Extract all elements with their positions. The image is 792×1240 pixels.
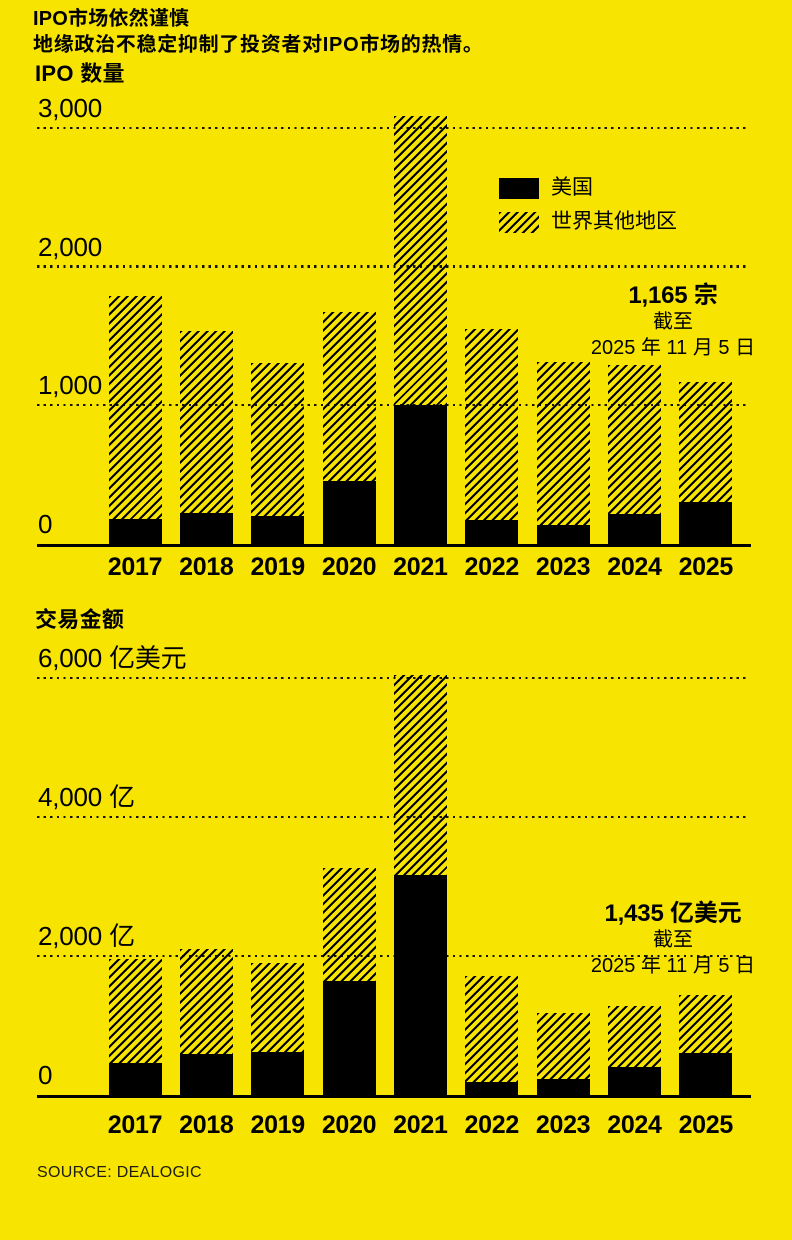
bar-2018-world	[179, 331, 233, 514]
bar-2017-us	[108, 519, 162, 544]
xtick-label-2020: 2020	[321, 553, 377, 581]
ytick-label-3000: 3,000	[38, 92, 103, 123]
legend-label-world: 世界其他地区	[551, 210, 677, 233]
source-credit: SOURCE: DEALOGIC	[37, 1164, 202, 1181]
bar-2025-world	[679, 995, 733, 1054]
ytick-label-6000: 6,000 亿美元	[38, 643, 187, 673]
gridline-2000	[37, 954, 750, 958]
annotation-ipo-count-asof: 截至	[653, 311, 693, 333]
xtick-label-2018: 2018	[179, 553, 234, 581]
ytick-label-0: 0	[38, 1060, 53, 1090]
xtick-label-2022: 2022	[464, 1111, 520, 1139]
ytick-label-1000: 1,000	[38, 370, 103, 401]
xtick-label-2024: 2024	[607, 553, 662, 581]
annotation-ipo-count: 1,165 宗 截至 2025 年 11 月 5 日	[513, 283, 792, 361]
bar-2022-us	[465, 520, 519, 544]
legend-swatch-us-solid	[499, 177, 539, 199]
bar-2023-us	[536, 525, 590, 544]
chart1-title: IPO 数量	[35, 61, 125, 86]
bar-2024-world	[607, 1005, 661, 1068]
xtick-label-2025: 2025	[678, 553, 734, 581]
bar-2018-us	[179, 513, 233, 544]
bar-2022-us	[465, 1082, 519, 1095]
legend: 美国 世界其他地区	[499, 177, 677, 233]
xtick-label-2019: 2019	[250, 1111, 305, 1139]
bar-2017-us	[108, 1063, 162, 1095]
bar-2020-world	[322, 312, 376, 481]
xtick-label-2024: 2024	[607, 1111, 662, 1139]
bar-2023-world	[536, 362, 590, 526]
bar-2018-us	[179, 1053, 233, 1095]
bar-2019-world	[251, 962, 305, 1052]
bar-2020-world	[322, 868, 376, 981]
bar-2025-us	[679, 502, 733, 544]
bar-2024-us	[607, 514, 661, 544]
annotation-deal-value-date: 2025 年 11 月 5 日	[590, 955, 756, 977]
bar-2022-world	[465, 975, 519, 1083]
chart2-title: 交易金额	[35, 607, 125, 632]
x-axis-line	[37, 544, 751, 547]
gridline-4000	[37, 815, 750, 819]
bar-2023-us	[536, 1079, 590, 1095]
gridline-2000	[37, 265, 750, 268]
xtick-label-2020: 2020	[321, 1111, 377, 1139]
bar-2024-world	[607, 365, 661, 515]
xtick-label-2017: 2017	[107, 1111, 163, 1139]
bar-2021-world	[393, 115, 447, 405]
bar-2019-world	[251, 362, 305, 516]
bar-2017-world	[108, 958, 162, 1064]
xtick-label-2018: 2018	[179, 1111, 234, 1139]
x-axis-line	[37, 1095, 751, 1098]
bar-2017-world	[108, 295, 162, 519]
annotation-deal-value: 1,435 亿美元 截至 2025 年 11 月 5 日	[513, 901, 792, 979]
legend-swatch-world-hatch	[499, 211, 539, 233]
bar-2025-us	[679, 1053, 733, 1095]
bar-2020-us	[322, 480, 376, 544]
legend-label-us: 美国	[551, 176, 593, 199]
bar-2018-world	[179, 948, 233, 1054]
ytick-label-2000: 2,000	[38, 231, 103, 262]
bar-2019-us	[251, 1051, 305, 1095]
xtick-label-2025: 2025	[678, 1111, 734, 1139]
bar-2025-world	[679, 382, 733, 503]
ytick-label-2000: 2,000 亿	[38, 921, 135, 951]
annotation-ipo-count-value: 1,165 宗	[628, 282, 718, 309]
xtick-label-2023: 2023	[535, 553, 591, 581]
bar-2021-world	[393, 675, 447, 876]
xtick-label-2023: 2023	[535, 1111, 591, 1139]
xtick-label-2021: 2021	[393, 553, 448, 581]
legend-item-world: 世界其他地区	[499, 211, 677, 233]
bar-2024-us	[607, 1067, 661, 1095]
xtick-label-2021: 2021	[393, 1111, 448, 1139]
bar-2023-world	[536, 1013, 590, 1079]
ytick-label-4000: 4,000 亿	[38, 782, 135, 812]
xtick-label-2019: 2019	[250, 553, 305, 581]
bar-2022-world	[465, 328, 519, 521]
page-title: IPO市场依然谨慎	[33, 8, 190, 30]
gridline-3000	[37, 126, 750, 129]
ytick-label-0: 0	[38, 509, 53, 539]
bar-2020-us	[322, 980, 376, 1095]
xtick-label-2017: 2017	[107, 553, 163, 581]
annotation-deal-value-value: 1,435 亿美元	[604, 900, 742, 927]
annotation-ipo-count-date: 2025 年 11 月 5 日	[590, 337, 756, 359]
legend-item-us: 美国	[499, 177, 677, 199]
annotation-deal-value-asof: 截至	[653, 929, 693, 951]
bar-2021-us	[393, 404, 447, 544]
bar-2019-us	[251, 515, 305, 544]
xtick-label-2022: 2022	[464, 553, 520, 581]
gridline-6000	[37, 676, 750, 680]
gridline-1000	[37, 404, 750, 407]
page-subtitle: 地缘政治不稳定抑制了投资者对IPO市场的热情。	[33, 34, 484, 56]
bar-2021-us	[393, 875, 447, 1095]
